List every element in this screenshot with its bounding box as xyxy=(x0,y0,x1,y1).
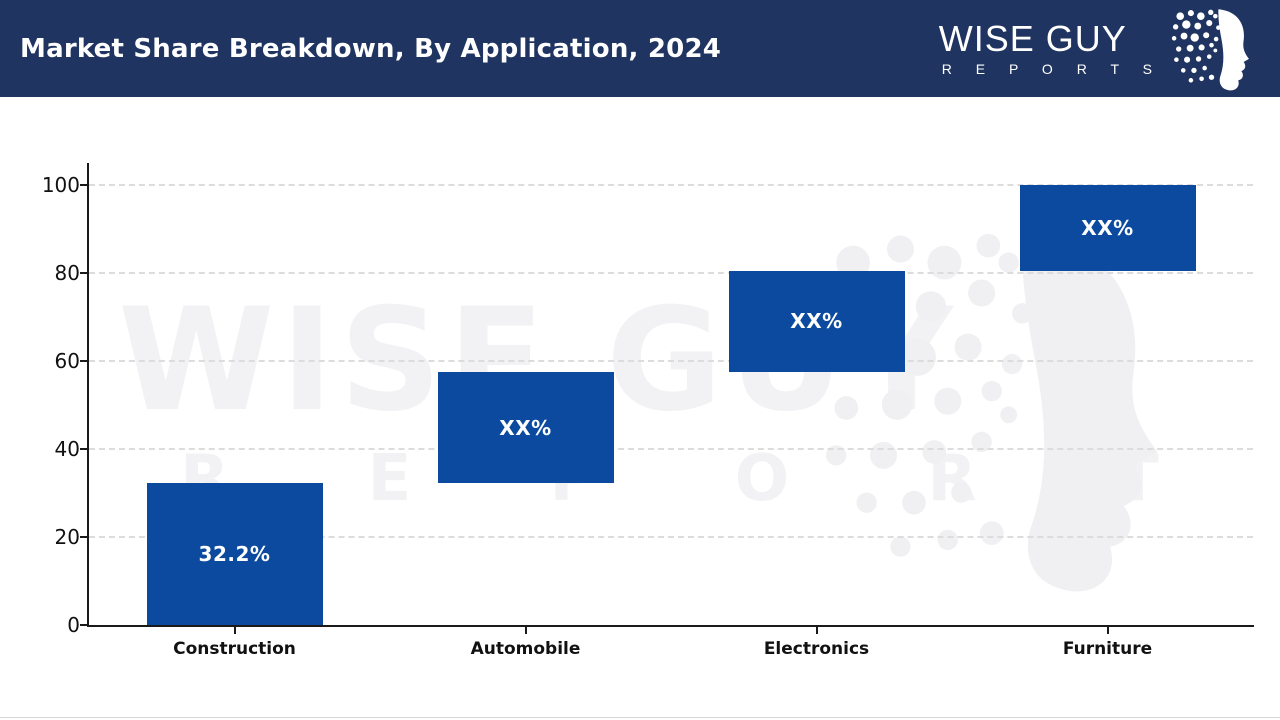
y-tick-mark-60 xyxy=(80,360,87,362)
gridline-40 xyxy=(89,448,1253,450)
header-bar: Market Share Breakdown, By Application, … xyxy=(0,0,1280,97)
category-label-electronics: Electronics xyxy=(763,639,870,659)
x-tick-mark-automobile xyxy=(524,627,527,634)
logo-wordmark: WISE GUY xyxy=(938,18,1127,59)
bar-value-label: XX% xyxy=(790,309,843,334)
bar-value-label: XX% xyxy=(499,415,552,440)
category-label-automobile: Automobile xyxy=(470,639,581,659)
gridline-20 xyxy=(89,536,1253,538)
page-title: Market Share Breakdown, By Application, … xyxy=(20,33,722,64)
y-tick-label-0: 0 xyxy=(67,613,80,637)
y-tick-label-40: 40 xyxy=(54,437,80,461)
y-tick-mark-100 xyxy=(80,184,87,186)
y-tick-mark-20 xyxy=(80,536,87,538)
y-axis xyxy=(87,163,89,626)
gridline-100 xyxy=(89,184,1253,186)
logo-text: WISE GUY R E P O R T S xyxy=(938,18,1162,77)
category-label-furniture: Furniture xyxy=(1062,639,1153,659)
y-tick-label-80: 80 xyxy=(54,261,80,285)
logo-subtitle: R E P O R T S xyxy=(941,61,1162,77)
x-tick-mark-electronics xyxy=(815,627,818,634)
y-tick-mark-0 xyxy=(80,624,87,626)
bar-automobile: XX% xyxy=(437,372,614,484)
y-tick-label-60: 60 xyxy=(54,349,80,373)
bottom-divider xyxy=(0,717,1280,718)
x-tick-mark-furniture xyxy=(1106,627,1109,634)
y-tick-mark-40 xyxy=(80,448,87,450)
x-axis xyxy=(87,625,1254,627)
gridline-80 xyxy=(89,272,1253,274)
category-label-construction: Construction xyxy=(173,639,296,659)
bar-value-label: XX% xyxy=(1081,215,1134,240)
bar-electronics: XX% xyxy=(728,270,905,372)
wise-guy-logo: WISE GUY R E P O R T S xyxy=(939,7,1252,91)
y-tick-label-20: 20 xyxy=(54,525,80,549)
bar-furniture: XX% xyxy=(1019,185,1196,271)
bar-construction: 32.2% xyxy=(146,483,323,625)
dotted-head-icon xyxy=(1171,8,1249,90)
x-tick-mark-construction xyxy=(233,627,236,634)
y-tick-mark-80 xyxy=(80,272,87,274)
gridline-60 xyxy=(89,360,1253,362)
bar-value-label: 32.2% xyxy=(198,542,271,567)
y-tick-label-100: 100 xyxy=(41,173,80,197)
